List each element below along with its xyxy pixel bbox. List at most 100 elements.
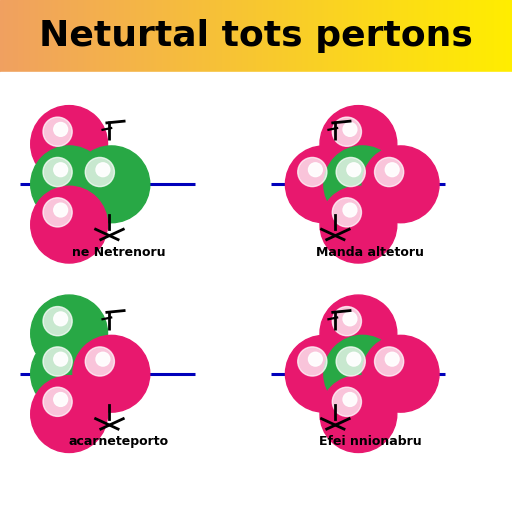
Bar bbox=[374, 0, 376, 72]
Circle shape bbox=[336, 158, 365, 187]
Bar bbox=[306, 0, 308, 72]
Bar bbox=[234, 0, 236, 72]
Circle shape bbox=[54, 163, 68, 177]
Bar bbox=[190, 0, 192, 72]
Bar bbox=[486, 0, 488, 72]
Bar bbox=[76, 0, 78, 72]
Bar bbox=[32, 0, 34, 72]
Bar bbox=[38, 0, 40, 72]
Bar bbox=[504, 0, 506, 72]
Bar bbox=[298, 0, 300, 72]
Bar bbox=[428, 0, 430, 72]
Bar bbox=[478, 0, 480, 72]
Bar bbox=[250, 0, 252, 72]
Bar bbox=[438, 0, 440, 72]
Circle shape bbox=[336, 347, 365, 376]
Bar bbox=[118, 0, 120, 72]
Bar bbox=[94, 0, 96, 72]
Circle shape bbox=[320, 105, 397, 182]
Bar bbox=[274, 0, 276, 72]
Bar bbox=[86, 0, 88, 72]
Bar bbox=[174, 0, 176, 72]
Bar bbox=[456, 0, 458, 72]
Bar bbox=[248, 0, 250, 72]
Circle shape bbox=[43, 347, 72, 376]
Bar bbox=[162, 0, 164, 72]
Bar bbox=[210, 0, 212, 72]
Circle shape bbox=[298, 158, 327, 187]
Bar bbox=[6, 0, 8, 72]
Bar bbox=[308, 0, 310, 72]
Circle shape bbox=[54, 352, 68, 366]
Bar bbox=[302, 0, 304, 72]
Bar bbox=[30, 0, 32, 72]
Bar bbox=[184, 0, 186, 72]
Bar bbox=[102, 0, 104, 72]
Bar bbox=[160, 0, 162, 72]
Bar bbox=[300, 0, 302, 72]
Bar bbox=[304, 0, 306, 72]
Bar bbox=[476, 0, 478, 72]
Bar bbox=[260, 0, 262, 72]
Bar bbox=[136, 0, 138, 72]
Bar bbox=[328, 0, 330, 72]
Bar bbox=[380, 0, 382, 72]
Bar bbox=[434, 0, 436, 72]
Circle shape bbox=[31, 186, 108, 263]
Bar bbox=[196, 0, 198, 72]
Bar bbox=[390, 0, 392, 72]
Bar bbox=[0, 72, 512, 512]
Bar bbox=[472, 0, 474, 72]
Bar bbox=[254, 0, 256, 72]
Circle shape bbox=[96, 163, 110, 177]
Text: ne Netrenoru: ne Netrenoru bbox=[72, 246, 166, 259]
Bar bbox=[152, 0, 154, 72]
Bar bbox=[110, 0, 112, 72]
Bar bbox=[400, 0, 402, 72]
Bar bbox=[402, 0, 404, 72]
Bar bbox=[484, 0, 486, 72]
Bar bbox=[326, 0, 328, 72]
Bar bbox=[362, 0, 364, 72]
Bar bbox=[346, 0, 348, 72]
Bar bbox=[228, 0, 230, 72]
Bar bbox=[182, 0, 184, 72]
Bar bbox=[404, 0, 406, 72]
Bar bbox=[130, 0, 132, 72]
Bar bbox=[0, 0, 2, 72]
Bar bbox=[294, 0, 296, 72]
Text: Neturtal tots pertons: Neturtal tots pertons bbox=[39, 19, 473, 53]
Bar bbox=[146, 0, 148, 72]
Bar bbox=[58, 0, 60, 72]
Bar bbox=[420, 0, 422, 72]
Bar bbox=[412, 0, 414, 72]
Text: Manda altetoru: Manda altetoru bbox=[316, 246, 424, 259]
Bar bbox=[376, 0, 378, 72]
Bar bbox=[226, 0, 228, 72]
Bar bbox=[108, 0, 110, 72]
Bar bbox=[200, 0, 202, 72]
Bar bbox=[212, 0, 214, 72]
Bar bbox=[324, 0, 326, 72]
Circle shape bbox=[375, 158, 403, 187]
Bar bbox=[352, 0, 354, 72]
Bar bbox=[454, 0, 456, 72]
Bar bbox=[188, 0, 190, 72]
Bar bbox=[468, 0, 470, 72]
Circle shape bbox=[43, 158, 72, 187]
Circle shape bbox=[362, 335, 439, 412]
Bar bbox=[70, 0, 72, 72]
Bar bbox=[270, 0, 272, 72]
Circle shape bbox=[54, 393, 68, 407]
Circle shape bbox=[343, 312, 357, 326]
Bar bbox=[56, 0, 58, 72]
Circle shape bbox=[31, 376, 108, 453]
Bar bbox=[500, 0, 502, 72]
Bar bbox=[34, 0, 36, 72]
Circle shape bbox=[362, 146, 439, 223]
Bar bbox=[466, 0, 468, 72]
Circle shape bbox=[324, 335, 400, 412]
Circle shape bbox=[286, 146, 362, 223]
Bar bbox=[384, 0, 386, 72]
Bar bbox=[256, 0, 258, 72]
